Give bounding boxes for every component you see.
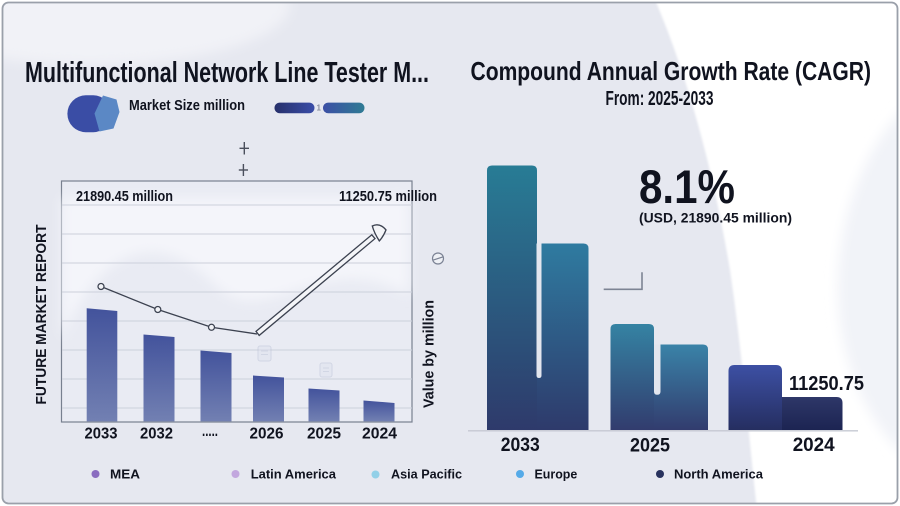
svg-text:Value by million: Value by million — [421, 300, 438, 408]
svg-text:From: 2025-2033: From: 2025-2033 — [606, 88, 714, 110]
svg-text:Asia Pacific: Asia Pacific — [391, 467, 462, 482]
svg-text:2026: 2026 — [250, 426, 284, 443]
svg-text:2033: 2033 — [501, 434, 540, 456]
svg-text:Market Size million: Market Size million — [129, 98, 245, 114]
svg-text:2025: 2025 — [630, 435, 670, 457]
svg-text:Multifunctional Network Line T: Multifunctional Network Line Tester M... — [25, 57, 429, 89]
svg-text:(USD, 21890.45 million): (USD, 21890.45 million) — [639, 210, 792, 226]
svg-text:2033: 2033 — [85, 426, 118, 443]
svg-text:21890.45 million: 21890.45 million — [76, 189, 173, 205]
svg-text:Europe: Europe — [535, 467, 578, 482]
svg-text:8.1%: 8.1% — [639, 160, 735, 213]
svg-text:11250.75: 11250.75 — [789, 373, 864, 395]
svg-text:FUTURE MARKET REPORT: FUTURE MARKET REPORT — [33, 225, 50, 405]
svg-text:.....: ..... — [202, 423, 218, 440]
svg-text:2024: 2024 — [793, 434, 835, 456]
svg-text:MEA: MEA — [110, 467, 141, 482]
svg-text:2032: 2032 — [140, 426, 173, 443]
svg-text:2025: 2025 — [307, 426, 341, 443]
svg-text:Compound Annual Growth Rate (C: Compound Annual Growth Rate (CAGR) — [471, 56, 872, 86]
svg-text:11250.75 million: 11250.75 million — [339, 189, 437, 205]
svg-text:1: 1 — [317, 104, 322, 113]
svg-text:Latin America: Latin America — [251, 467, 337, 482]
svg-text:North America: North America — [674, 467, 764, 482]
svg-text:2024: 2024 — [362, 426, 397, 443]
